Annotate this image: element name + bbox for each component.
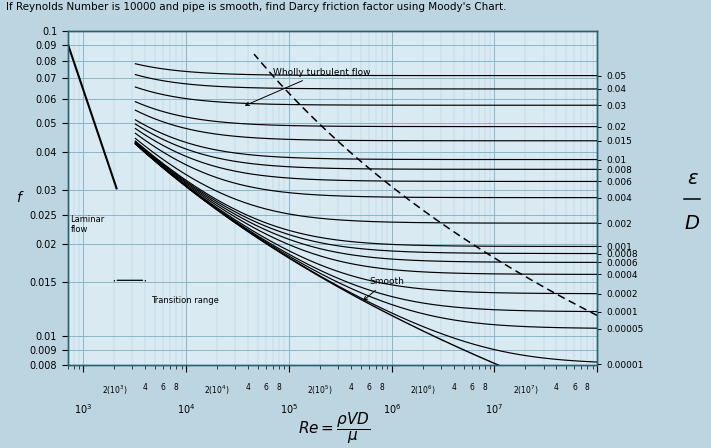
Text: Smooth: Smooth [364,277,404,300]
Text: 6: 6 [264,383,269,392]
Text: 6: 6 [161,383,166,392]
Text: $2(10^{5})$: $2(10^{5})$ [307,383,333,397]
Text: 8: 8 [380,383,384,392]
Text: 8: 8 [482,383,487,392]
Text: $10^{6}$: $10^{6}$ [383,402,401,416]
Text: 6: 6 [366,383,371,392]
Text: 4: 4 [451,383,456,392]
Text: 4: 4 [348,383,353,392]
Text: 8: 8 [277,383,282,392]
Text: 6: 6 [572,383,577,392]
Text: $10^{5}$: $10^{5}$ [280,402,298,416]
Text: $2(10^{4})$: $2(10^{4})$ [204,383,230,397]
Text: $Re = \dfrac{\rho VD}{\mu}$: $Re = \dfrac{\rho VD}{\mu}$ [298,410,370,446]
Text: 4: 4 [245,383,250,392]
Text: 4: 4 [143,383,148,392]
Y-axis label: f: f [16,191,21,205]
Text: If Reynolds Number is 10000 and pipe is smooth, find Darcy friction factor using: If Reynolds Number is 10000 and pipe is … [6,2,506,12]
Text: $10^{4}$: $10^{4}$ [177,402,196,416]
Text: $2(10^{7})$: $2(10^{7})$ [513,383,538,397]
Text: 8: 8 [585,383,589,392]
Text: Laminar
flow: Laminar flow [70,215,105,234]
Text: 6: 6 [469,383,474,392]
Text: $D$: $D$ [685,215,700,233]
Text: $2(10^{6})$: $2(10^{6})$ [410,383,435,397]
Text: $10^{7}$: $10^{7}$ [486,402,503,416]
Text: $2(10^{3})$: $2(10^{3})$ [102,383,127,397]
Text: $10^{3}$: $10^{3}$ [75,402,92,416]
Text: 4: 4 [554,383,559,392]
Text: 8: 8 [174,383,178,392]
Text: Transition range: Transition range [151,296,218,305]
Text: $\epsilon$: $\epsilon$ [687,170,698,188]
Text: Wholly turbulent flow: Wholly turbulent flow [246,68,370,105]
